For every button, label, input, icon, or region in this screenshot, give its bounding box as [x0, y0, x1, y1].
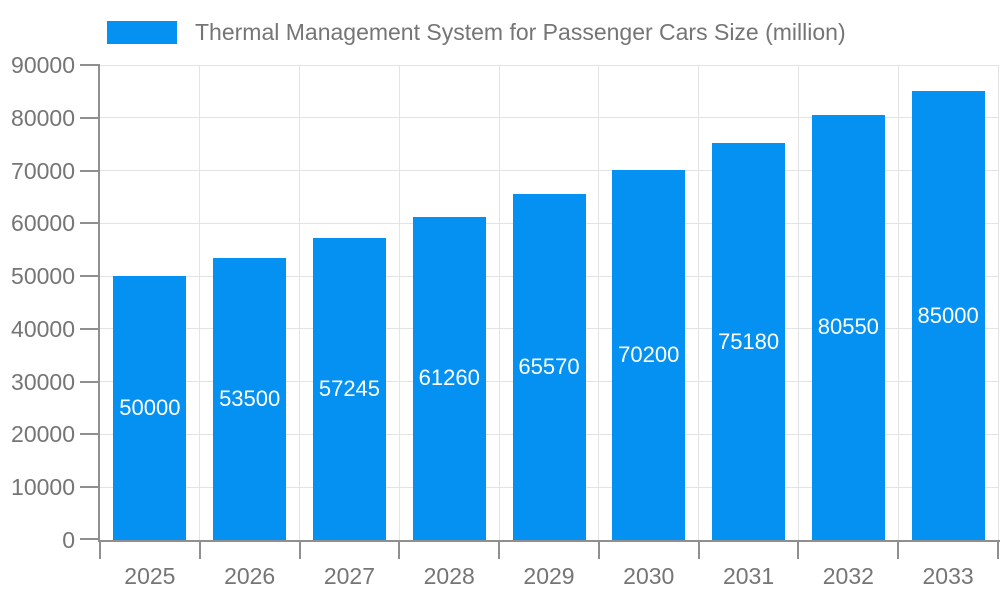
x-gridline [698, 65, 700, 540]
x-gridline [199, 65, 201, 540]
y-axis-tick [80, 275, 100, 278]
y-gridline [100, 64, 998, 66]
x-axis-label: 2026 [224, 563, 276, 589]
bar-2030[interactable] [612, 169, 686, 540]
y-axis-tick-label: 30000 [11, 368, 75, 395]
y-gridline [100, 170, 998, 172]
x-axis-label: 2030 [623, 563, 675, 589]
x-gridline [398, 65, 400, 540]
bar-2029[interactable] [512, 193, 586, 540]
y-axis-tick-label: 50000 [11, 263, 75, 290]
bar-value-label: 80550 [817, 314, 879, 340]
bar-2028[interactable] [412, 216, 486, 540]
y-axis-tick-label: 90000 [11, 52, 75, 78]
y-axis-tick-label: 10000 [11, 474, 75, 501]
x-axis-label: 2033 [922, 563, 974, 589]
x-axis-tick [198, 540, 201, 559]
x-axis-label: 2032 [822, 563, 874, 589]
bar-value-label: 70200 [618, 341, 680, 367]
bar-value-label: 75180 [717, 328, 780, 354]
x-axis-tick [697, 540, 700, 559]
y-axis-tick [80, 222, 100, 225]
x-axis-label: 2028 [423, 563, 475, 589]
bar-2033[interactable] [911, 91, 985, 540]
x-gridline [897, 65, 899, 540]
bar-value-label: 85000 [917, 302, 979, 328]
y-gridline [100, 117, 998, 119]
plot-area: 0 10000 20000 30000 40000 50000 60000 70000 8000… [11, 52, 1000, 589]
bar-2031[interactable] [712, 143, 786, 540]
bar-value-label: 65570 [518, 353, 580, 379]
x-axis-label: 2029 [523, 563, 575, 589]
legend-swatch-icon [107, 21, 177, 44]
x-gridline [299, 65, 301, 540]
y-axis-tick-label: 80000 [11, 104, 75, 131]
x-axis-tick [597, 540, 600, 559]
x-axis-label: 2027 [323, 563, 376, 589]
bar-value-label: 53500 [219, 385, 281, 411]
x-axis-tick [298, 540, 301, 559]
bar-value-label: 61260 [418, 365, 480, 391]
x-axis-tick [997, 540, 999, 559]
y-axis-tick-label: 70000 [11, 157, 75, 184]
x-gridline [797, 65, 799, 540]
x-gridline [498, 65, 500, 540]
y-axis-tick [80, 538, 100, 540]
x-gridline [997, 65, 999, 540]
chart-title: Thermal Management System for Passenger … [195, 19, 846, 45]
y-axis-tick [80, 486, 100, 489]
x-axis-tick [498, 540, 501, 559]
chart-legend[interactable]: Thermal Management System for Passenger … [107, 20, 846, 45]
bar-value-label: 50000 [119, 395, 181, 421]
bar-2025[interactable] [113, 276, 187, 540]
x-axis-line [98, 540, 1000, 542]
y-axis-tick-label: 0 [62, 527, 75, 553]
bar-2032[interactable] [811, 114, 885, 540]
x-axis-tick [398, 540, 401, 559]
y-axis-tick [80, 64, 100, 66]
x-axis-tick [797, 540, 800, 559]
x-axis-label: 2031 [722, 563, 775, 589]
y-axis-tick [80, 380, 100, 383]
y-axis-tick [80, 327, 100, 330]
x-axis-tick [99, 540, 101, 559]
bar-value-label: 57245 [318, 375, 381, 401]
x-gridline [598, 65, 600, 540]
y-axis-tick-label: 40000 [11, 315, 75, 342]
bar-2027[interactable] [312, 237, 386, 540]
y-axis-tick [80, 169, 100, 172]
x-axis-tick [897, 540, 900, 559]
y-axis-tick-label: 20000 [11, 421, 75, 448]
y-axis-tick-label: 60000 [11, 210, 75, 237]
y-axis-tick [80, 116, 100, 119]
y-axis-tick [80, 433, 100, 436]
x-axis-label: 2025 [124, 563, 176, 589]
y-axis-line [98, 65, 100, 540]
bar-2026[interactable] [213, 257, 287, 540]
